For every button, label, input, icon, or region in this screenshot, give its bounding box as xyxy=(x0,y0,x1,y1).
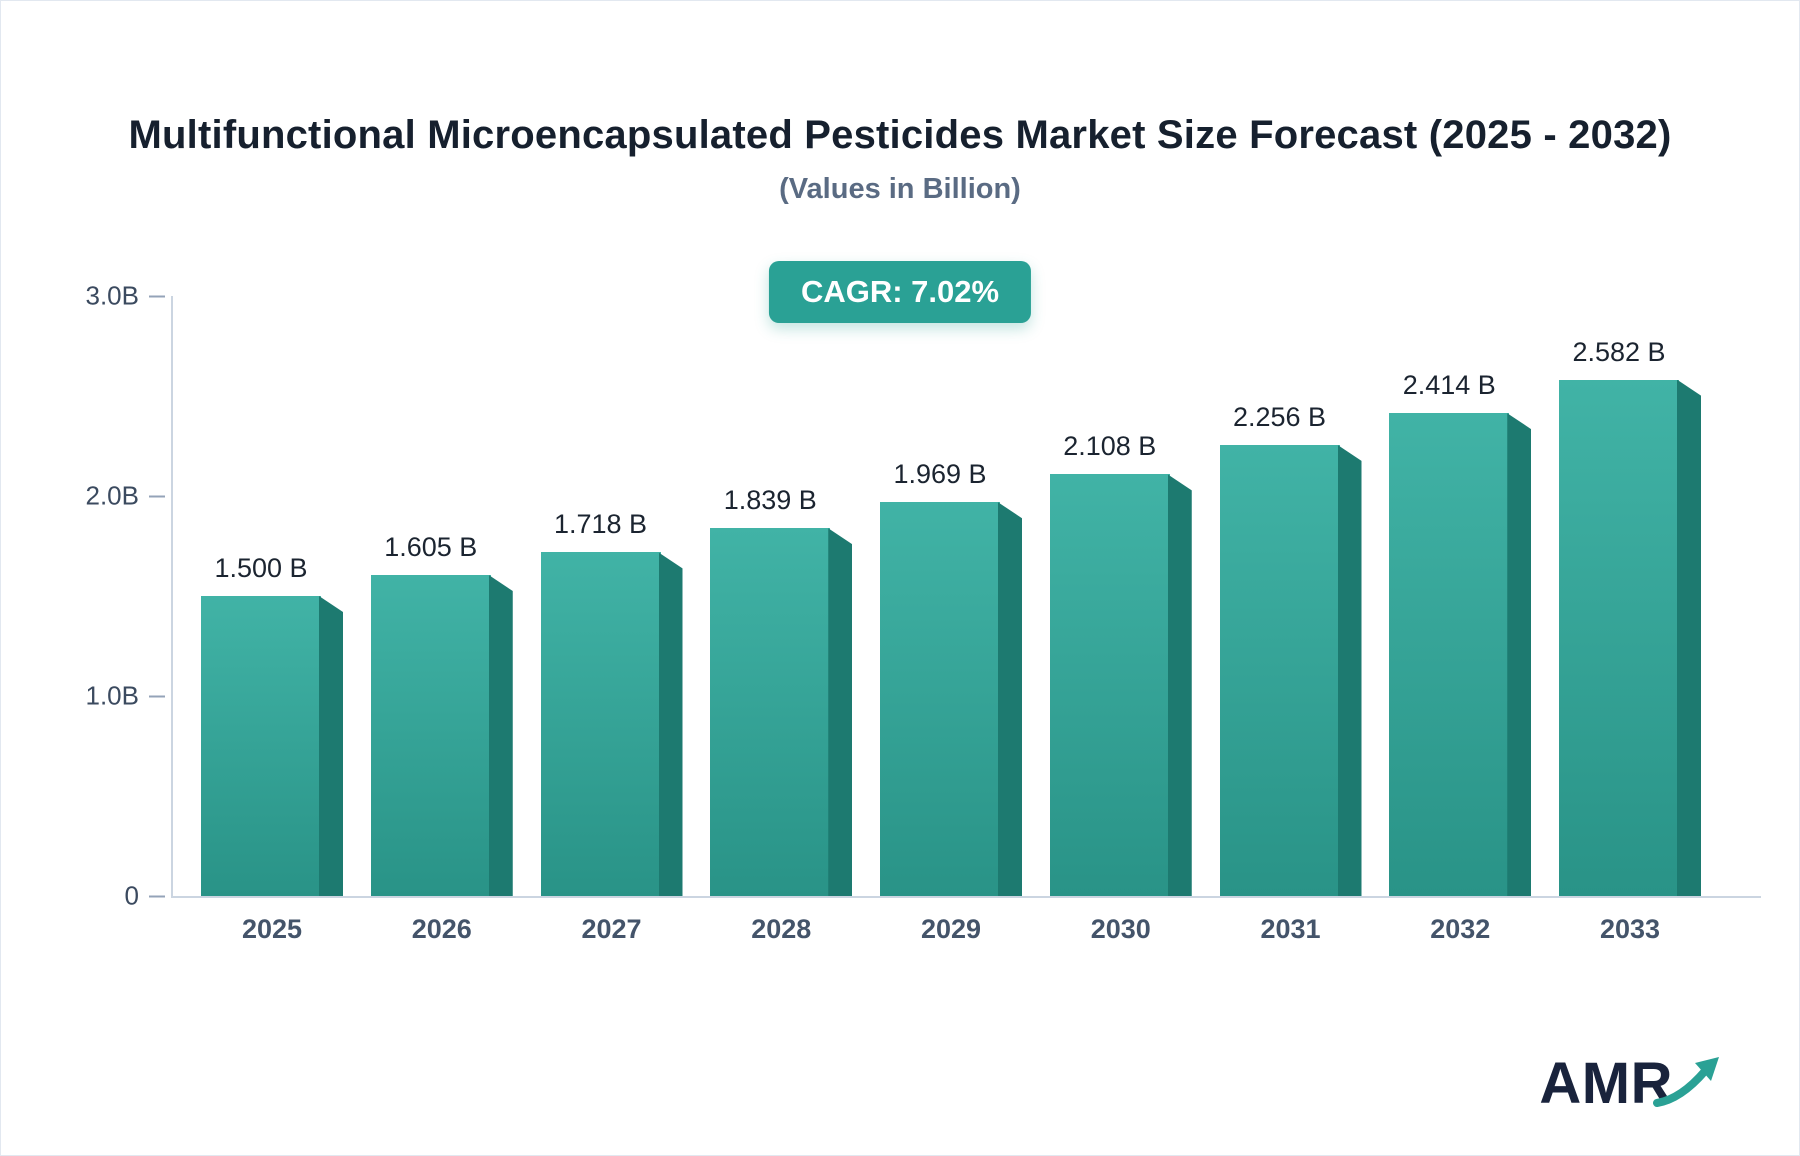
bar-value-label: 1.605 B xyxy=(384,532,478,562)
y-tick-label: 2.0B xyxy=(85,480,140,511)
x-axis-label: 2030 xyxy=(1090,914,1151,944)
bar-value-label: 1.969 B xyxy=(893,459,987,490)
bar: 2.414 B xyxy=(1389,370,1532,896)
bar: 1.839 B xyxy=(710,485,853,896)
bar-side-face xyxy=(1507,413,1532,896)
y-tick-mark xyxy=(149,495,165,497)
bar-value-label: 1.500 B xyxy=(214,553,308,583)
bar-front-face xyxy=(710,528,831,896)
plot-area: 0 1.0B 2.0B 3.0B 1.500 B 1.605 B 1.718 B 1.839… xyxy=(61,281,1761,944)
bar-value-label: 2.582 B xyxy=(1572,336,1666,367)
bar-value-label: 1.718 B xyxy=(553,509,648,540)
bar-front-face xyxy=(1219,444,1340,896)
x-axis-label: 2031 xyxy=(1260,914,1321,944)
bar-front-face xyxy=(880,502,1000,896)
x-labels: 2025 2026 2027 2028 2029 2030 2031 2032 2033 xyxy=(171,914,1761,945)
bar-value-label: 2.414 B xyxy=(1402,370,1496,401)
amr-logo-text: AMR xyxy=(1539,1051,1673,1116)
y-tick-mark xyxy=(149,695,165,697)
x-axis-label: 2029 xyxy=(920,914,982,944)
x-axis-label: 2028 xyxy=(751,914,812,944)
bar-front-face xyxy=(370,575,491,896)
y-axis-line xyxy=(171,296,173,897)
bar: 1.969 B xyxy=(880,459,1022,896)
y-tick-label: 1.0B xyxy=(85,680,140,711)
bar: 2.582 B xyxy=(1559,337,1701,896)
y-tick: 3.0B xyxy=(61,281,165,312)
chart-title: Multifunctional Microencapsulated Pestic… xyxy=(128,113,1672,157)
bars: 1.500 B 1.605 B 1.718 B 1.839 B 1.969 B 2.108… xyxy=(171,296,1761,896)
x-axis-label: 2032 xyxy=(1430,914,1491,944)
y-tick-mark xyxy=(149,895,165,897)
bar: 2.108 B xyxy=(1049,431,1192,896)
bar-side-face xyxy=(828,528,853,896)
bar: 2.256 B xyxy=(1219,402,1362,896)
bar-front-face xyxy=(201,596,321,896)
chart-subtitle: (Values in Billion) xyxy=(779,173,1021,205)
bar-side-face xyxy=(319,596,343,896)
bar-front-face xyxy=(1559,379,1679,896)
bar-side-face xyxy=(1677,379,1701,896)
bar-side-face xyxy=(488,575,513,896)
growth-arrow-icon xyxy=(1653,1057,1719,1107)
bar: 1.500 B xyxy=(201,553,343,896)
bar-front-face xyxy=(1389,413,1510,896)
y-tick-label: 0 xyxy=(124,880,139,911)
bar-side-face xyxy=(1167,474,1192,896)
bar-side-face xyxy=(1337,444,1362,896)
x-axis-label: 2025 xyxy=(241,914,303,944)
bar-side-face xyxy=(658,552,683,896)
bar-side-face xyxy=(998,502,1022,896)
y-tick: 2.0B xyxy=(61,481,165,512)
bar: 1.718 B xyxy=(540,509,683,896)
bar-value-label: 1.839 B xyxy=(723,485,817,516)
x-axis-label: 2033 xyxy=(1599,914,1661,944)
bar-front-face xyxy=(1049,474,1170,896)
x-axis-label: 2026 xyxy=(411,914,472,944)
amr-logo: AMR xyxy=(1539,1055,1725,1113)
bar-value-label: 2.256 B xyxy=(1232,401,1327,432)
bar-front-face xyxy=(540,552,661,896)
x-axis-line xyxy=(171,896,1761,898)
x-axis-label: 2027 xyxy=(581,914,642,944)
y-tick: 1.0B xyxy=(61,681,165,712)
y-tick-label: 3.0B xyxy=(85,280,140,311)
bar-value-label: 2.108 B xyxy=(1063,431,1157,462)
y-tick-mark xyxy=(149,295,165,297)
bar: 1.605 B xyxy=(370,532,513,896)
cagr-badge: CAGR: 7.02% xyxy=(768,261,1032,323)
y-tick: 0 xyxy=(61,881,165,912)
